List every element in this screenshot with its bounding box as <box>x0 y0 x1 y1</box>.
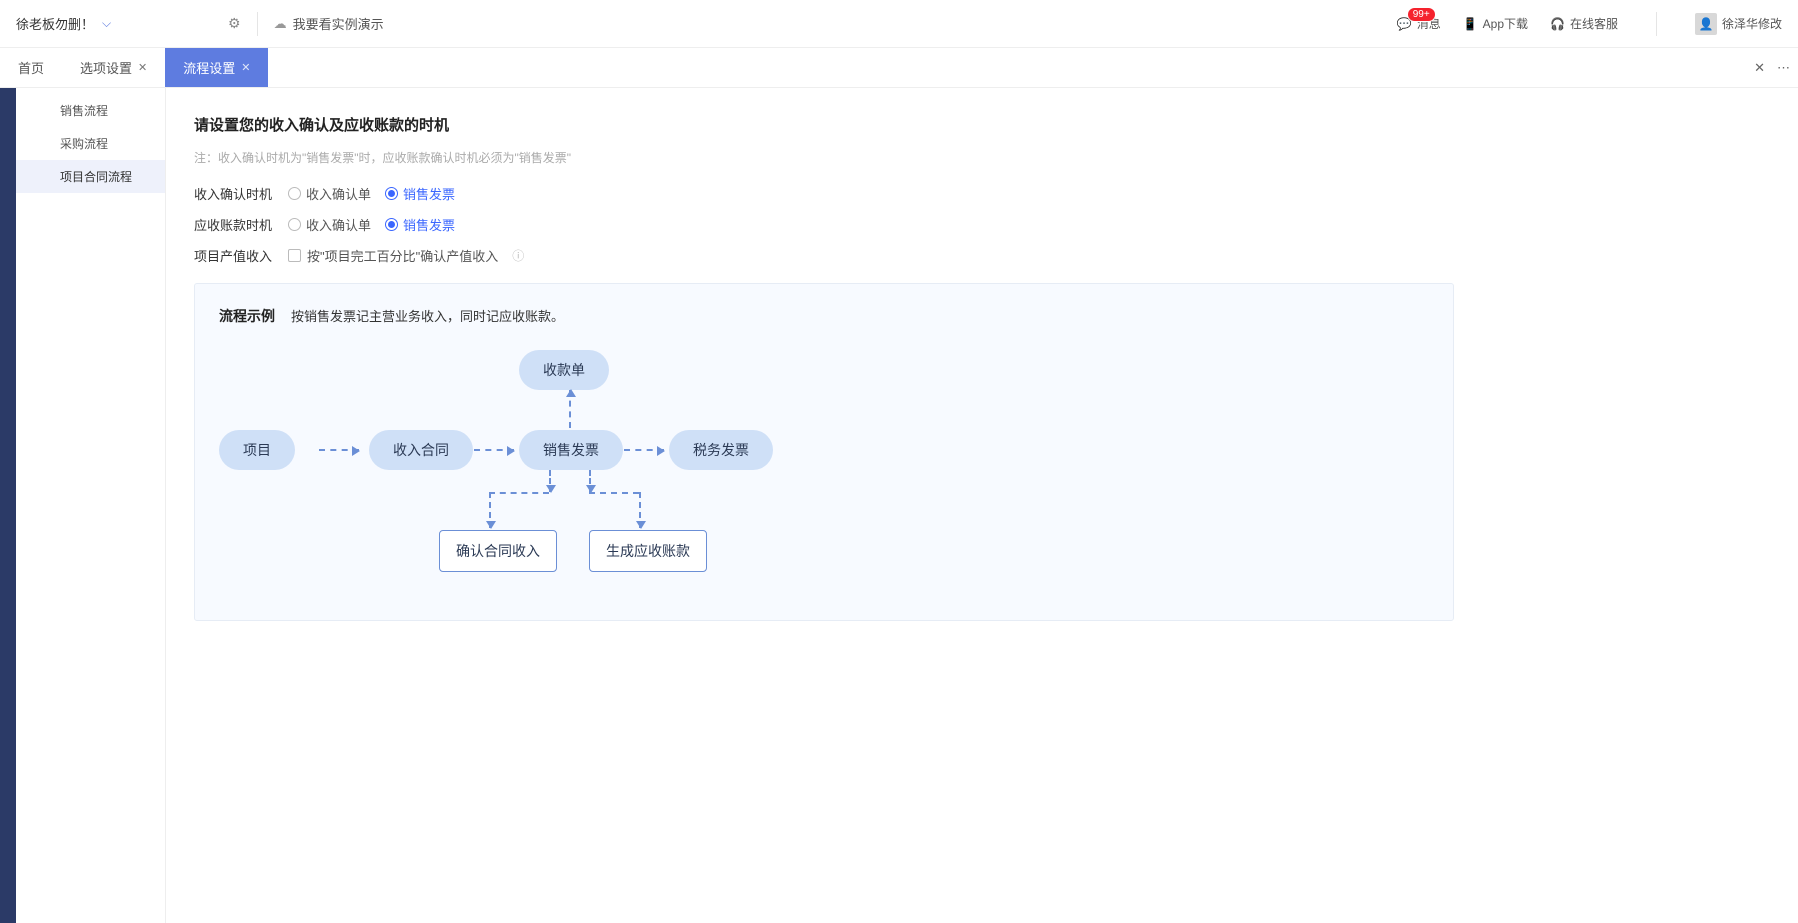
radio-dot <box>288 187 301 200</box>
radio-income-confirm-order[interactable]: 收入确认单 <box>288 184 371 203</box>
support-label: 在线客服 <box>1570 15 1618 32</box>
connector <box>589 470 591 492</box>
demo-link-label: 我要看实例演示 <box>293 14 384 33</box>
sidebar-item-purchase[interactable]: 采购流程 <box>16 127 165 160</box>
checkbox-box <box>288 249 301 262</box>
sidebar: 销售流程 采购流程 项目合同流程 <box>16 88 166 923</box>
example-title: 流程示例 <box>219 306 275 326</box>
help-icon[interactable]: ⓘ <box>512 247 524 264</box>
tab-actions: ✕ ⋯ <box>1754 48 1790 88</box>
messages-button[interactable]: 💬 消息 99+ <box>1397 15 1441 32</box>
arrow <box>474 449 514 451</box>
divider <box>257 12 258 36</box>
node-sales-invoice: 销售发票 <box>519 430 623 470</box>
connector <box>489 492 549 494</box>
tab-label: 流程设置 <box>183 58 235 77</box>
username-label: 徐泽华修改 <box>1722 15 1782 32</box>
tab-process[interactable]: 流程设置 ✕ <box>165 48 268 87</box>
radio-dot <box>288 218 301 231</box>
node-tax-invoice: 税务发票 <box>669 430 773 470</box>
cloud-icon: ☁ <box>274 16 287 32</box>
radio-label: 收入确认单 <box>306 184 371 203</box>
row-label: 应收账款时机 <box>194 215 274 234</box>
divider <box>1656 12 1657 36</box>
example-desc: 按销售发票记主营业务收入，同时记应收账款。 <box>291 306 564 325</box>
close-icon[interactable]: ✕ <box>138 61 147 74</box>
app-download-button[interactable]: 📱 App下载 <box>1463 15 1528 32</box>
row-receivable: 应收账款时机 收入确认单 销售发票 <box>194 215 1770 234</box>
arrow <box>624 449 664 451</box>
connector <box>549 470 551 492</box>
sidebar-item-contract[interactable]: 项目合同流程 <box>16 160 165 193</box>
arrow <box>319 449 359 451</box>
radio-dot <box>385 187 398 200</box>
app-download-label: App下载 <box>1483 15 1528 32</box>
phone-icon: 📱 <box>1463 17 1478 31</box>
node-project: 项目 <box>219 430 295 470</box>
sidebar-item-label: 销售流程 <box>60 104 108 118</box>
tab-label: 首页 <box>18 58 44 77</box>
arrow <box>489 492 491 528</box>
radio-income-confirm-order-2[interactable]: 收入确认单 <box>288 215 371 234</box>
user-menu[interactable]: 👤 徐泽华修改 <box>1695 13 1782 35</box>
row-output-value: 项目产值收入 按"项目完工百分比"确认产值收入 ⓘ <box>194 246 1770 265</box>
chevron-down-icon: ⌵ <box>102 16 111 31</box>
radio-dot <box>385 218 398 231</box>
radio-label: 收入确认单 <box>306 215 371 234</box>
radio-label: 销售发票 <box>403 215 455 234</box>
body: 销售流程 采购流程 项目合同流程 请设置您的收入确认及应收账款的时机 注：收入确… <box>0 88 1798 923</box>
workspace-name: 徐老板勿删！ <box>16 14 94 33</box>
close-icon[interactable]: ✕ <box>241 61 250 74</box>
example-panel: 流程示例 按销售发票记主营业务收入，同时记应收账款。 收款单 项目 收入合同 销… <box>194 283 1454 621</box>
left-rail <box>0 88 16 923</box>
note-text: 注：收入确认时机为"销售发票"时，应收账款确认时机必须为"销售发票" <box>194 149 1770 166</box>
node-confirm-income: 确认合同收入 <box>439 530 557 572</box>
row-label: 项目产值收入 <box>194 246 274 265</box>
node-receipt: 收款单 <box>519 350 609 390</box>
sidebar-item-sales[interactable]: 销售流程 <box>16 94 165 127</box>
headset-icon: 🎧 <box>1550 17 1565 31</box>
sidebar-item-label: 采购流程 <box>60 137 108 151</box>
topbar: 徐老板勿删！ ⌵ ⚙ ☁ 我要看实例演示 💬 消息 99+ 📱 App下载 🎧 … <box>0 0 1798 48</box>
tab-label: 选项设置 <box>80 58 132 77</box>
topbar-right: 💬 消息 99+ 📱 App下载 🎧 在线客服 👤 徐泽华修改 <box>1397 12 1782 36</box>
tab-home[interactable]: 首页 <box>0 48 62 87</box>
gear-icon[interactable]: ⚙ <box>228 15 241 32</box>
sidebar-item-label: 项目合同流程 <box>60 170 132 184</box>
radio-sales-invoice[interactable]: 销售发票 <box>385 184 455 203</box>
radio-label: 销售发票 <box>403 184 455 203</box>
workspace-selector[interactable]: 徐老板勿删！ ⌵ <box>16 14 226 33</box>
avatar-icon: 👤 <box>1695 13 1717 35</box>
connector <box>589 492 639 494</box>
close-tab-icon[interactable]: ✕ <box>1754 60 1765 76</box>
support-button[interactable]: 🎧 在线客服 <box>1550 15 1618 32</box>
node-income-contract: 收入合同 <box>369 430 473 470</box>
tab-options[interactable]: 选项设置 ✕ <box>62 48 165 87</box>
checkbox-label: 按"项目完工百分比"确认产值收入 <box>307 246 498 265</box>
checkbox-percent-complete[interactable]: 按"项目完工百分比"确认产值收入 <box>288 246 498 265</box>
arrow <box>569 390 571 428</box>
node-gen-receivable: 生成应收账款 <box>589 530 707 572</box>
flow-diagram: 收款单 项目 收入合同 销售发票 税务发票 确认合同收入 生成应收账款 <box>219 350 1429 580</box>
content: 请设置您的收入确认及应收账款的时机 注：收入确认时机为"销售发票"时，应收账款确… <box>166 88 1798 923</box>
row-label: 收入确认时机 <box>194 184 274 203</box>
demo-link[interactable]: ☁ 我要看实例演示 <box>274 14 384 33</box>
messages-badge: 99+ <box>1407 7 1436 22</box>
example-header: 流程示例 按销售发票记主营业务收入，同时记应收账款。 <box>219 306 1429 326</box>
page-title: 请设置您的收入确认及应收账款的时机 <box>194 114 1770 135</box>
radio-sales-invoice-2[interactable]: 销售发票 <box>385 215 455 234</box>
arrow <box>639 492 641 528</box>
row-income-confirm: 收入确认时机 收入确认单 销售发票 <box>194 184 1770 203</box>
tabbar: 首页 选项设置 ✕ 流程设置 ✕ ✕ ⋯ <box>0 48 1798 88</box>
more-tabs-icon[interactable]: ⋯ <box>1777 60 1790 76</box>
